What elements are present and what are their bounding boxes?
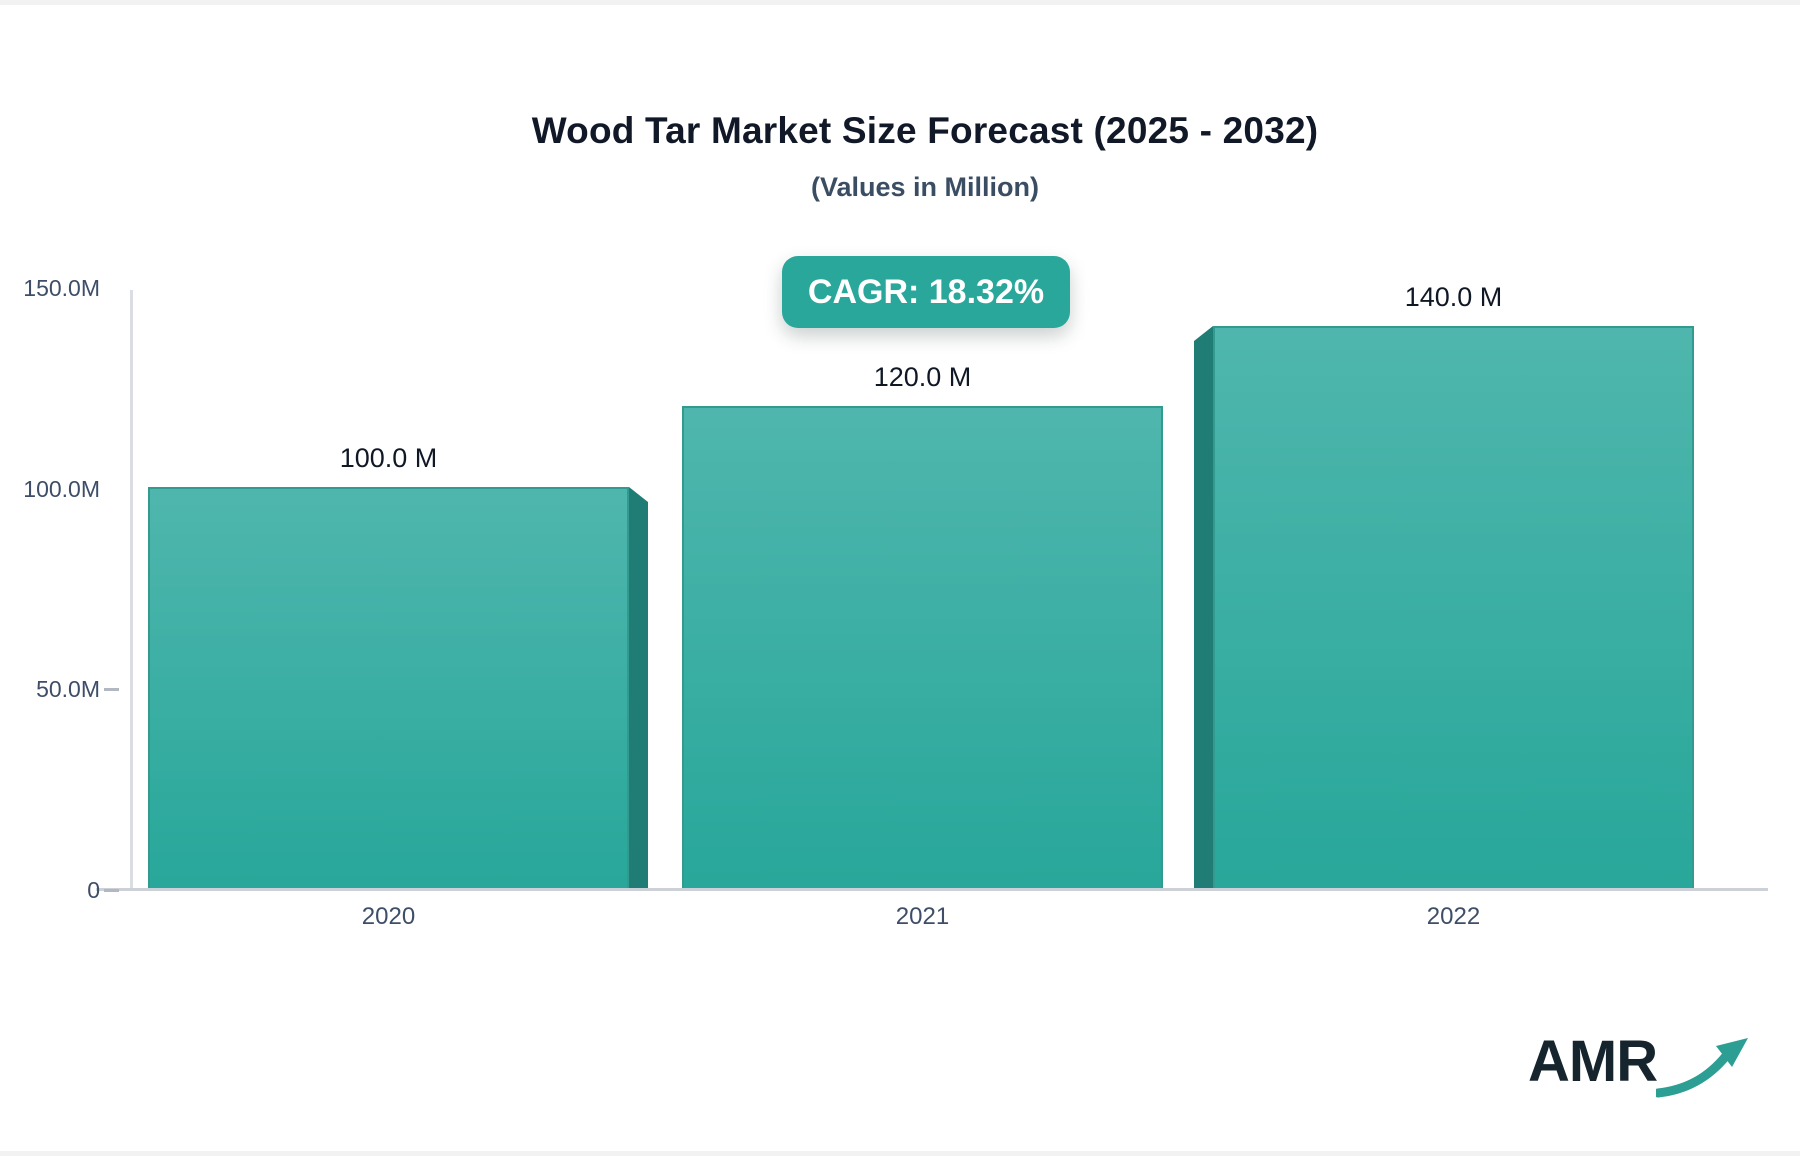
x-axis-label-2020: 2020 (361, 903, 416, 930)
bar-3d-side (1194, 326, 1213, 888)
bar-value-label: 140.0 M (1404, 282, 1503, 312)
x-axis-label-2021: 2021 (895, 903, 950, 930)
cagr-badge: CAGR: 18.32% (782, 256, 1070, 328)
top-edge-divider (0, 0, 1800, 5)
x-axis-line (96, 888, 1768, 891)
y-tick-label: 100.0M (23, 475, 100, 502)
y-tick-mark (104, 889, 119, 892)
chart-subtitle: (Values in Million) (810, 172, 1040, 202)
trend-up-arrow-icon (1656, 1038, 1748, 1098)
x-axis-label-2022: 2022 (1426, 903, 1481, 930)
chart-title: Wood Tar Market Size Forecast (2025 - 20… (531, 110, 1319, 151)
cagr-badge-label: CAGR: 18.32% (807, 272, 1045, 311)
bar-3d-side (629, 487, 648, 888)
bar-value-label: 100.0 M (339, 443, 438, 473)
amr-logo-text: AMR (1528, 1029, 1658, 1094)
bar-2020 (148, 487, 629, 888)
bar-2022 (1213, 326, 1694, 888)
y-tick-label: 150.0M (23, 275, 100, 301)
amr-logo: AMR (1528, 1028, 1758, 1108)
bar-value-label: 120.0 M (873, 362, 972, 392)
y-axis-line (130, 290, 133, 889)
bar-2021 (682, 406, 1163, 888)
y-tick-label: 0 (87, 877, 100, 903)
y-tick-mark (104, 688, 119, 692)
bottom-edge-divider (0, 1151, 1800, 1156)
y-tick-label: 50.0M (36, 676, 100, 703)
